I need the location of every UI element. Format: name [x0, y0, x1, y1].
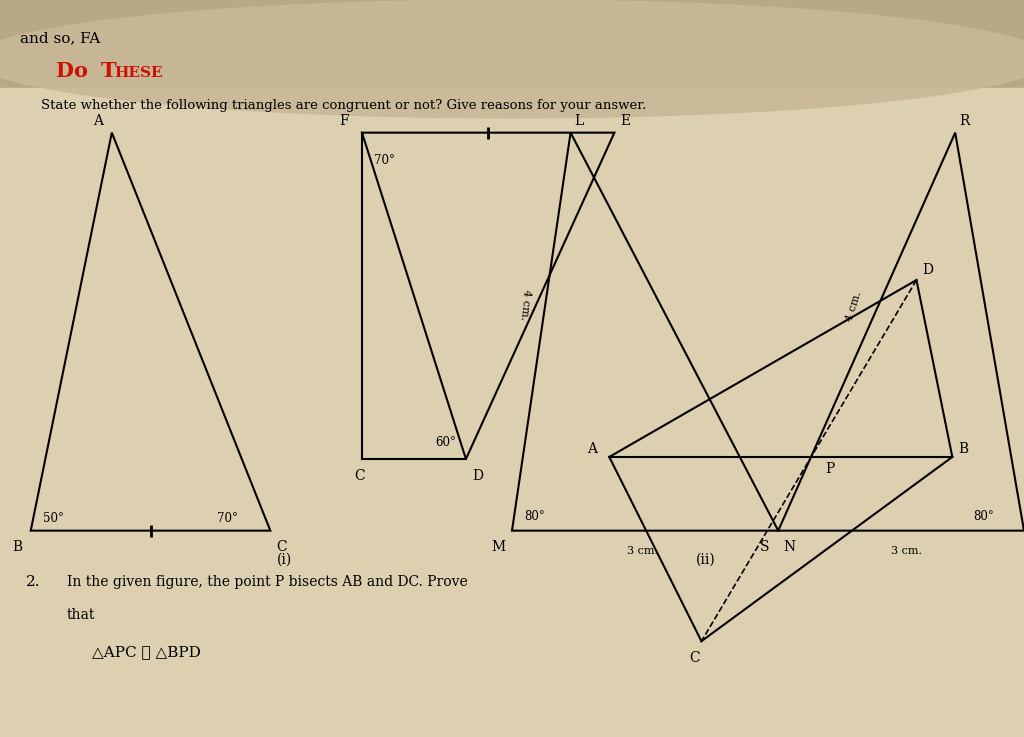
- Text: HESE: HESE: [115, 66, 163, 80]
- Text: S: S: [760, 540, 769, 554]
- Text: B: B: [12, 540, 23, 554]
- Text: 4 cm.: 4 cm.: [844, 290, 863, 323]
- Ellipse shape: [0, 0, 1024, 118]
- Text: A: A: [587, 442, 597, 456]
- Text: (ii): (ii): [696, 553, 716, 567]
- Text: R: R: [959, 114, 970, 128]
- Text: 2.: 2.: [26, 575, 40, 589]
- Text: In the given figure, the point P bisects AB and DC. Prove: In the given figure, the point P bisects…: [67, 575, 467, 589]
- Text: 70°: 70°: [375, 153, 395, 167]
- Text: L: L: [574, 114, 584, 128]
- Text: that: that: [67, 608, 95, 622]
- Text: △APC ≅ △BPD: △APC ≅ △BPD: [92, 645, 201, 659]
- Text: M: M: [492, 540, 506, 554]
- Text: and so, FA: and so, FA: [20, 32, 100, 46]
- Bar: [0, 88, 1024, 737]
- Text: 60°: 60°: [435, 436, 456, 449]
- Text: E: E: [621, 114, 631, 128]
- Text: 80°: 80°: [973, 510, 993, 523]
- Text: A: A: [93, 114, 103, 128]
- Text: B: B: [958, 442, 969, 456]
- Text: C: C: [354, 469, 365, 483]
- Text: C: C: [689, 651, 699, 665]
- Text: 4 cm.: 4 cm.: [519, 288, 532, 321]
- Text: 80°: 80°: [524, 510, 545, 523]
- Text: D: D: [472, 469, 483, 483]
- Text: N: N: [783, 540, 796, 554]
- Text: C: C: [276, 540, 287, 554]
- Text: F: F: [339, 114, 349, 128]
- Text: 3 cm.: 3 cm.: [891, 546, 922, 556]
- Text: P: P: [825, 462, 835, 476]
- Text: Do: Do: [56, 61, 95, 81]
- Bar: [0, 0, 1024, 96]
- Text: 50°: 50°: [43, 511, 63, 525]
- Text: 3 cm.: 3 cm.: [627, 546, 657, 556]
- Text: 70°: 70°: [217, 511, 238, 525]
- Text: (i): (i): [276, 553, 292, 567]
- Text: State whether the following triangles are congruent or not? Give reasons for you: State whether the following triangles ar…: [41, 99, 646, 112]
- Text: D: D: [923, 263, 934, 277]
- Text: T: T: [100, 61, 116, 81]
